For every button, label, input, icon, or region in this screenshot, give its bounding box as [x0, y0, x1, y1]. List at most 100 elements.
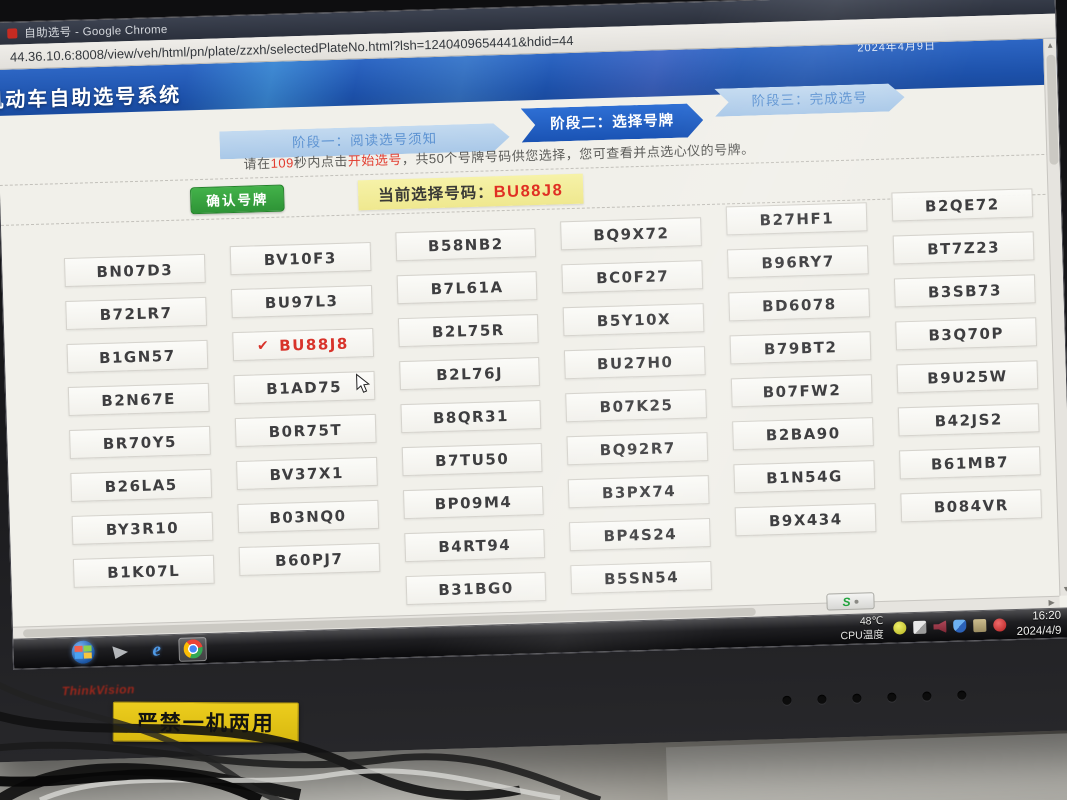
plate-number-label: BV37X1	[269, 463, 345, 484]
plate-button[interactable]: BD6078	[728, 288, 871, 322]
plate-button[interactable]: BQ92R7	[566, 432, 709, 466]
plate-number-label: B60PJ7	[274, 549, 344, 570]
plate-button[interactable]: B2QE72	[891, 188, 1034, 222]
instruction-prefix: 请在	[243, 155, 271, 172]
plate-button[interactable]: B1N54G	[733, 460, 876, 494]
plate-button[interactable]: B27HF1	[726, 202, 868, 236]
plate-button[interactable]: B96RY7	[727, 245, 869, 279]
scroll-up-icon[interactable]: ▲	[1045, 40, 1055, 50]
plate-button[interactable]: B31BG0	[405, 571, 547, 606]
plate-button[interactable]: B9U25W	[896, 360, 1039, 394]
mouse-cursor-icon	[356, 373, 371, 393]
plate-number-label: B3Q70P	[928, 323, 1005, 344]
plate-button[interactable]: B7TU50	[401, 442, 544, 477]
plate-button[interactable]: B60PJ7	[238, 542, 381, 577]
plate-number-label: B79BT2	[763, 337, 838, 358]
instruction-mid: 秒内点击	[293, 153, 349, 171]
plate-button[interactable]: B26LA5	[70, 468, 212, 502]
plate-button[interactable]: B1K07L	[72, 554, 215, 588]
tray-icon[interactable]	[973, 618, 987, 633]
plate-button[interactable]: B5SN54	[570, 561, 713, 595]
plate-button[interactable]: ✔ BU88J8	[232, 327, 374, 362]
plate-button[interactable]: B2BA90	[732, 417, 875, 451]
plate-number-label: B26LA5	[104, 475, 178, 496]
ime-toolbar[interactable]: S	[826, 592, 875, 611]
cpu-temperature: 48℃ CPU温度	[840, 615, 884, 643]
plate-button[interactable]: BP4S24	[569, 518, 712, 552]
plate-number-label: B8QR31	[432, 406, 510, 427]
plate-number-label: B2QE72	[924, 194, 1000, 216]
clock-time: 16:20	[1032, 609, 1062, 623]
plate-button[interactable]: B42JS2	[897, 403, 1040, 437]
plate-number-label: B1GN57	[98, 346, 176, 367]
plate-number-label: BP09M4	[434, 492, 513, 513]
plate-column: BN07D3 B72LR7 B1GN57 B2N67E BR70Y5 B26LA5 BY3R…	[63, 253, 216, 631]
plate-number-label: BT7Z23	[926, 237, 1001, 258]
plate-button[interactable]: B79BT2	[729, 331, 872, 365]
plate-number-label: BN07D3	[96, 260, 174, 281]
plate-button[interactable]: B2L76J	[398, 357, 541, 391]
system-tray: 48℃ CPU温度 16:20 2024/4/9	[840, 609, 1066, 644]
confirm-plate-button[interactable]: 确认号牌	[189, 184, 285, 214]
plate-button[interactable]: B61MB7	[899, 446, 1041, 480]
tray-icon[interactable]	[993, 618, 1007, 632]
plate-number-label: B31BG0	[438, 578, 515, 599]
desk-cables	[0, 681, 602, 800]
browser-favicon-icon	[7, 28, 18, 39]
countdown-seconds: 109	[270, 155, 295, 171]
plate-number-label: B07K25	[599, 395, 674, 416]
plate-button[interactable]: BT7Z23	[892, 231, 1035, 265]
volume-icon[interactable]	[933, 620, 946, 633]
start-selection-link[interactable]: 开始选号	[347, 152, 403, 169]
stage-tab-3: 阶段三：完成选号	[714, 83, 905, 117]
plate-button[interactable]: B0R75T	[234, 413, 377, 448]
plate-button[interactable]: BR70Y5	[69, 425, 211, 459]
plate-button[interactable]: BC0F27	[561, 260, 704, 294]
ime-logo-icon[interactable]: S	[842, 594, 851, 609]
scroll-down-icon[interactable]: ▼	[1062, 584, 1067, 594]
plate-button[interactable]: B8QR31	[400, 399, 542, 434]
plate-button[interactable]: BP09M4	[402, 485, 545, 520]
plate-number-label: B2BA90	[765, 423, 841, 444]
plate-button[interactable]: B3PX74	[568, 475, 710, 509]
vertical-scroll-thumb[interactable]	[1045, 54, 1059, 165]
plate-button[interactable]: BV10F3	[229, 241, 372, 276]
page-content: 2024年4月9日 机动车自助选号系统 阶段一：阅读选号须知 阶段二：选择号牌 阶段…	[0, 38, 1067, 639]
plate-button[interactable]: BV37X1	[235, 456, 378, 491]
plate-button[interactable]: B07K25	[565, 389, 708, 423]
plate-number-label: B5SN54	[603, 567, 680, 588]
plate-number-label: B7L61A	[430, 277, 504, 298]
security-shield-icon[interactable]	[953, 619, 967, 633]
plate-button[interactable]: B084VR	[900, 489, 1043, 523]
plate-number-label: BD6078	[761, 294, 837, 315]
plate-button[interactable]: BY3R10	[71, 511, 214, 545]
plate-button[interactable]: B72LR7	[65, 296, 207, 331]
tray-icon[interactable]	[913, 620, 927, 635]
plate-button[interactable]: B1AD75	[233, 370, 375, 405]
plate-button[interactable]: B9X434	[734, 503, 877, 537]
plate-button[interactable]: B07FW2	[731, 374, 873, 408]
plate-column: B58NB2 B7L61A B2L75R B2L76J B8QR31 B7TU50 BP09…	[395, 228, 547, 606]
plate-button[interactable]: B7L61A	[396, 271, 538, 305]
taskbar-clock[interactable]: 16:20 2024/4/9	[1016, 609, 1066, 639]
plate-button[interactable]: B5Y10X	[563, 303, 705, 337]
plate-button[interactable]: BN07D3	[63, 253, 206, 288]
plate-button[interactable]: B4RT94	[403, 528, 546, 563]
plate-button[interactable]: B2L75R	[397, 314, 540, 348]
plate-button[interactable]: B03NQ0	[237, 499, 379, 534]
tray-icon[interactable]	[893, 621, 907, 635]
plate-number-label: B2L76J	[435, 363, 504, 384]
plate-button[interactable]: BQ9X72	[560, 217, 703, 251]
plate-button[interactable]: B2N67E	[67, 382, 210, 417]
plate-button[interactable]: B3SB73	[894, 274, 1036, 308]
plate-button[interactable]: B3Q70P	[895, 317, 1037, 351]
plate-number-label: B03NQ0	[269, 506, 347, 527]
plate-button[interactable]: BU27H0	[564, 346, 707, 380]
plate-column: BQ9X72 BC0F27 B5Y10X BU27H0 B07K25 BQ92R7 B3PX…	[560, 217, 713, 595]
plate-button[interactable]: B58NB2	[395, 228, 537, 262]
plate-number-label: B5Y10X	[596, 309, 672, 330]
plate-number-label: B07FW2	[762, 380, 842, 401]
plate-button[interactable]: B1GN57	[66, 339, 209, 374]
plate-number-label: BU88J8	[278, 334, 350, 355]
plate-button[interactable]: BU97L3	[230, 284, 373, 319]
